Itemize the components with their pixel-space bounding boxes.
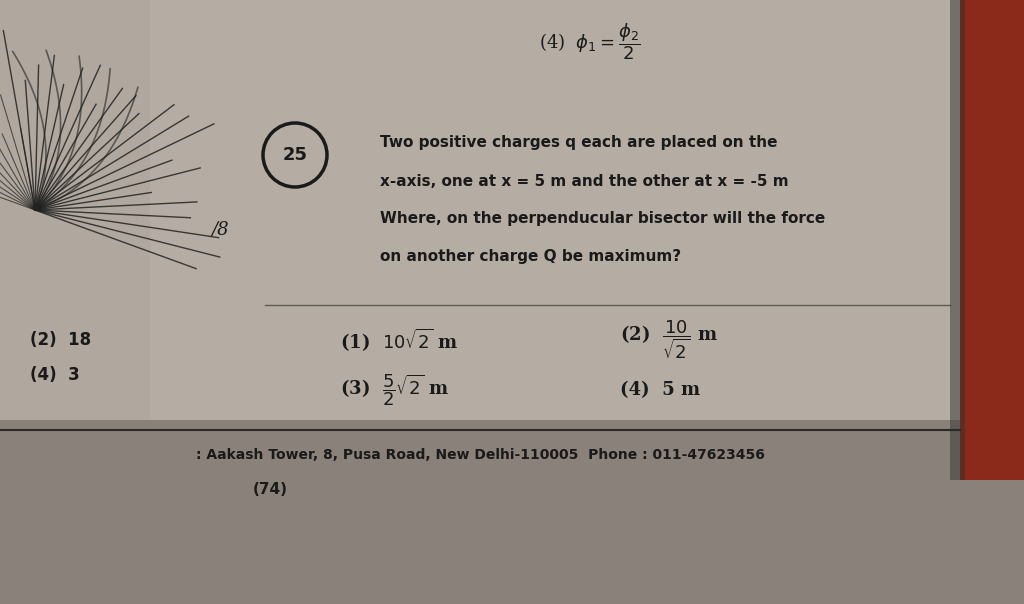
Text: x-axis, one at x = 5 m and the other at x = -5 m: x-axis, one at x = 5 m and the other at … xyxy=(380,173,788,188)
Text: (3)  $\dfrac{5}{2}\sqrt{2}$ m: (3) $\dfrac{5}{2}\sqrt{2}$ m xyxy=(340,372,450,408)
Text: /8: /8 xyxy=(211,221,228,239)
Text: Two positive charges q each are placed on the: Two positive charges q each are placed o… xyxy=(380,135,777,150)
Text: (4)  3: (4) 3 xyxy=(30,366,80,384)
Text: (1)  $10\sqrt{2}$ m: (1) $10\sqrt{2}$ m xyxy=(340,327,459,353)
Text: (4)  5 m: (4) 5 m xyxy=(620,381,700,399)
FancyBboxPatch shape xyxy=(950,0,965,480)
Text: (4)  $\phi_1 = \dfrac{\phi_2}{2}$: (4) $\phi_1 = \dfrac{\phi_2}{2}$ xyxy=(539,22,641,62)
Text: (74): (74) xyxy=(253,483,288,498)
Text: (2)  18: (2) 18 xyxy=(30,331,91,349)
Text: on another charge Q be maximum?: on another charge Q be maximum? xyxy=(380,249,681,265)
Text: (2)  $\dfrac{10}{\sqrt{2}}$ m: (2) $\dfrac{10}{\sqrt{2}}$ m xyxy=(620,318,718,361)
FancyBboxPatch shape xyxy=(150,0,970,470)
Text: : Aakash Tower, 8, Pusa Road, New Delhi-110005  Phone : 011-47623456: : Aakash Tower, 8, Pusa Road, New Delhi-… xyxy=(196,448,765,462)
Text: 25: 25 xyxy=(283,146,307,164)
FancyBboxPatch shape xyxy=(0,420,1024,604)
FancyBboxPatch shape xyxy=(961,0,1024,480)
Text: Where, on the perpenducular bisector will the force: Where, on the perpenducular bisector wil… xyxy=(380,211,825,226)
